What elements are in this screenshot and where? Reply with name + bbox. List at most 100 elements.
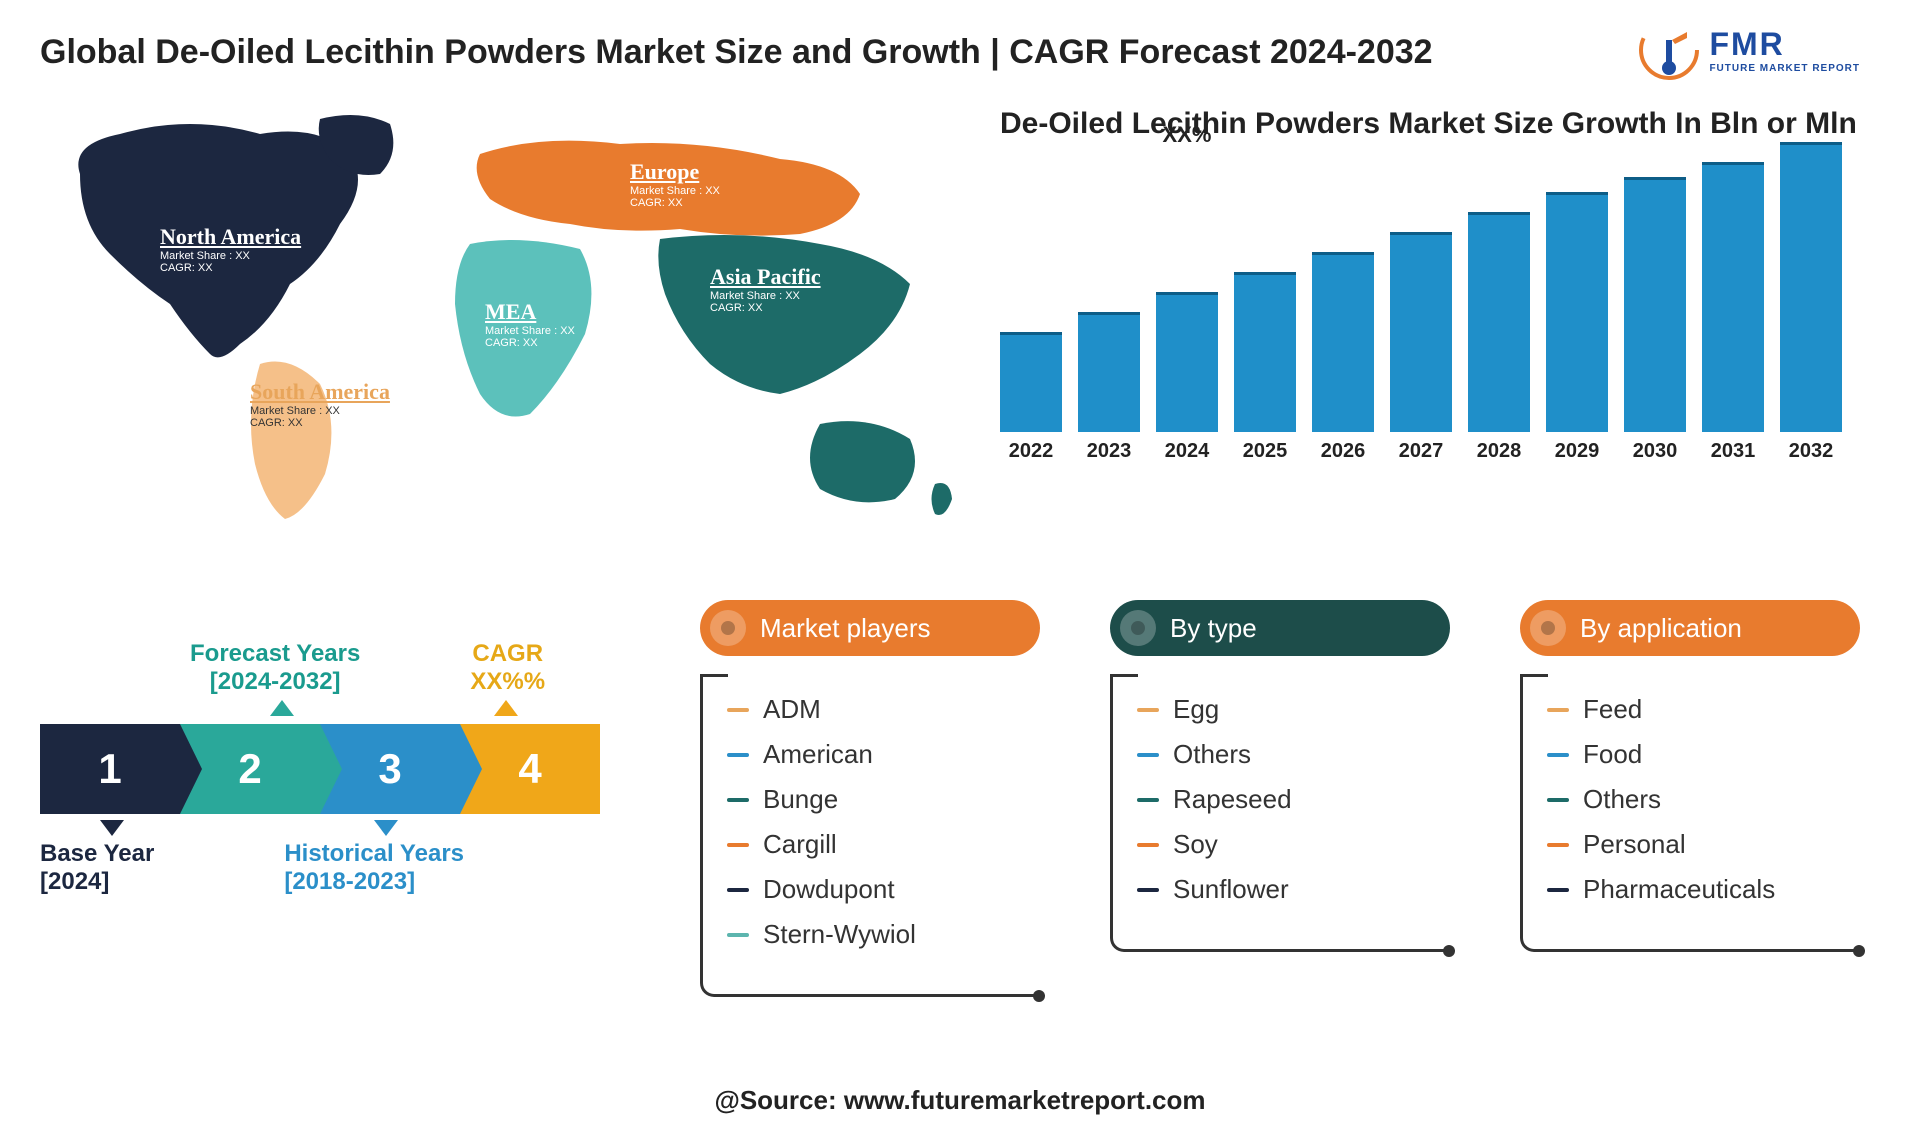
tick-icon [1547, 753, 1569, 757]
tick-icon [727, 933, 749, 937]
bar-wrap: 2022 [1000, 332, 1062, 463]
chart-bars: 20222023XX%20242025202620272028202920302… [1000, 163, 1880, 463]
list-item: Pharmaceuticals [1547, 874, 1850, 905]
list-item-label: Soy [1173, 829, 1218, 860]
bar-wrap: 2025 [1234, 272, 1296, 463]
historical-label: Historical Years [2018-2023] [284, 840, 464, 896]
list-item: Egg [1137, 694, 1440, 725]
tick-icon [1137, 708, 1159, 712]
dot-icon [1530, 610, 1566, 646]
tick-icon [1137, 798, 1159, 802]
tick-icon [1137, 843, 1159, 847]
bar-label: 2022 [1009, 440, 1054, 463]
chart-bar [1156, 292, 1218, 432]
cagr-label: CAGR XX%% [470, 640, 545, 696]
list-item: Stern-Wywiol [727, 919, 1030, 950]
bar-label: 2032 [1789, 440, 1834, 463]
tick-icon [1547, 708, 1569, 712]
timeline: Forecast Years [2024-2032] CAGR XX%% 1 2… [40, 640, 660, 896]
tick-icon [727, 708, 749, 712]
label-europe: Europe Market Share : XX CAGR: XX [630, 159, 720, 209]
arrow-icon [100, 820, 124, 836]
tick-icon [1137, 753, 1159, 757]
region-nz [932, 483, 953, 515]
bar-wrap: 2031 [1702, 162, 1764, 463]
top-row: North America Market Share : XX CAGR: XX… [40, 104, 1880, 524]
list-item: Food [1547, 739, 1850, 770]
world-map: North America Market Share : XX CAGR: XX… [40, 104, 960, 524]
tick-icon [727, 843, 749, 847]
list-item-label: Food [1583, 739, 1642, 770]
list-item: Soy [1137, 829, 1440, 860]
application-list: Feed Food Others Personal Pharmaceuticals [1520, 674, 1860, 952]
region-asia-pacific [658, 235, 910, 394]
chart-bar [1000, 332, 1062, 432]
chart-bar [1546, 192, 1608, 432]
bar-label: 2025 [1243, 440, 1288, 463]
bar-wrap: 2023 [1078, 312, 1140, 463]
label-north-america: North America Market Share : XX CAGR: XX [160, 224, 301, 274]
bar-label: 2026 [1321, 440, 1366, 463]
tick-icon [727, 753, 749, 757]
chart-bar [1234, 272, 1296, 432]
list-item-label: ADM [763, 694, 821, 725]
chart-title: De-Oiled Lecithin Powders Market Size Gr… [1000, 104, 1880, 143]
page-title: Global De-Oiled Lecithin Powders Market … [40, 30, 1540, 74]
list-item-label: Rapeseed [1173, 784, 1292, 815]
list-item-label: Others [1583, 784, 1661, 815]
bar-wrap: 2026 [1312, 252, 1374, 463]
logo-text-main: FMR [1709, 26, 1860, 63]
growth-chart: De-Oiled Lecithin Powders Market Size Gr… [1000, 104, 1880, 524]
list-item: Dowdupont [727, 874, 1030, 905]
arrow-icon [270, 700, 294, 716]
timeline-bar: 1 2 3 4 [40, 724, 660, 814]
by-type-column: By type EggOthersRapeseedSoySunflower [1110, 600, 1450, 997]
bar-label: 2024 [1165, 440, 1210, 463]
list-item-label: Stern-Wywiol [763, 919, 916, 950]
source-footer: @Source: www.futuremarketreport.com [0, 1085, 1920, 1116]
region-australia [810, 421, 915, 502]
bar-label: 2023 [1087, 440, 1132, 463]
dot-icon [1120, 610, 1156, 646]
tick-icon [727, 888, 749, 892]
infographic-container: Global De-Oiled Lecithin Powders Market … [0, 0, 1920, 1146]
bar-label: 2031 [1711, 440, 1756, 463]
application-header-pill: By application [1520, 600, 1860, 656]
bar-label: 2029 [1555, 440, 1600, 463]
bar-annotation: XX% [1163, 122, 1212, 148]
list-item: Others [1547, 784, 1850, 815]
chart-bar [1312, 252, 1374, 432]
list-item: American [727, 739, 1030, 770]
type-list: EggOthersRapeseedSoySunflower [1110, 674, 1450, 952]
bar-wrap: 2030 [1624, 177, 1686, 463]
logo-icon [1639, 20, 1699, 80]
type-header-pill: By type [1110, 600, 1450, 656]
bar-label: 2030 [1633, 440, 1678, 463]
list-item-label: Pharmaceuticals [1583, 874, 1775, 905]
list-item-label: American [763, 739, 873, 770]
list-item-label: Sunflower [1173, 874, 1289, 905]
list-item-label: Feed [1583, 694, 1642, 725]
brand-logo: FMR FUTURE MARKET REPORT [1639, 20, 1860, 80]
label-south-america: South America Market Share : XX CAGR: XX [250, 379, 390, 429]
list-item: Feed [1547, 694, 1850, 725]
list-item: Rapeseed [1137, 784, 1440, 815]
dot-icon [710, 610, 746, 646]
bar-wrap: 2028 [1468, 212, 1530, 463]
timeline-seg-1: 1 [40, 724, 180, 814]
label-mea: MEA Market Share : XX CAGR: XX [485, 299, 575, 349]
base-year-label: Base Year [2024] [40, 840, 154, 896]
bar-wrap: XX%2032 [1780, 142, 1842, 463]
list-item: Sunflower [1137, 874, 1440, 905]
bar-label: 2027 [1399, 440, 1444, 463]
market-players-column: Market players ADMAmericanBungeCargillDo… [700, 600, 1040, 997]
tick-icon [727, 798, 749, 802]
arrow-icon [494, 700, 518, 716]
lists-row: Market players ADMAmericanBungeCargillDo… [700, 600, 1860, 997]
logo-text-sub: FUTURE MARKET REPORT [1709, 63, 1860, 74]
chart-bar [1702, 162, 1764, 432]
chart-bar [1078, 312, 1140, 432]
chart-bar [1468, 212, 1530, 432]
label-asia-pacific: Asia Pacific Market Share : XX CAGR: XX [710, 264, 821, 314]
list-item: Personal [1547, 829, 1850, 860]
